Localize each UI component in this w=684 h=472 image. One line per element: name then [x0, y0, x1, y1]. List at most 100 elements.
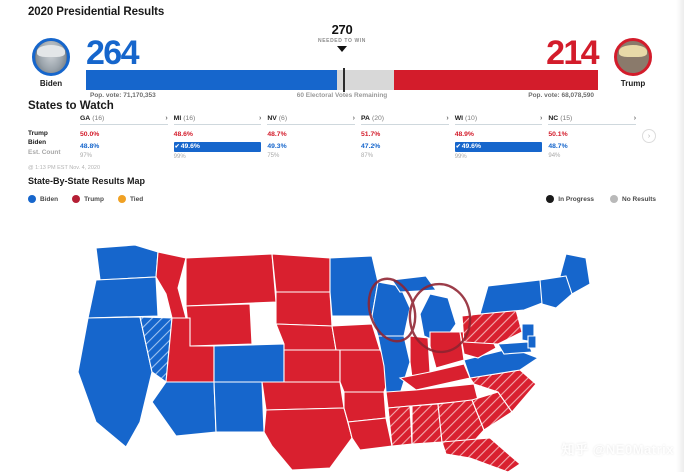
legend-dot-icon [610, 195, 619, 203]
state-biden-pct-value: 49.6% [180, 143, 200, 150]
us-results-map[interactable]: 知乎 @NE0Matrix [0, 232, 684, 472]
biden-popular-vote: Pop. vote: 71,170,353 [90, 92, 156, 99]
chevron-right-icon[interactable]: › [352, 115, 356, 122]
state-newmexico [213, 381, 265, 433]
state-est-count: 94% [548, 153, 561, 159]
threshold-arrow-icon [337, 46, 347, 52]
page-title: 2020 Presidential Results [28, 6, 165, 18]
state-header: PA (20) › [361, 115, 449, 125]
chevron-right-icon[interactable]: › [165, 115, 168, 122]
candidate-biden: Biden [28, 38, 74, 88]
state-washington [95, 244, 159, 281]
map-legend-left: Biden Trump Tied [28, 195, 157, 203]
state-column-pa[interactable]: PA (20) › 51.7% 47.2% 87% [361, 115, 455, 162]
state-biden-row: ✔49.6% [454, 139, 543, 152]
votes-remaining: 60 Electoral Votes Remaining [296, 92, 388, 99]
map-annotations [367, 277, 472, 354]
legend-label: Tied [129, 195, 144, 203]
watermark-logo-icon [547, 444, 559, 455]
state-oregon [87, 276, 159, 319]
legend-label: Trump [84, 195, 104, 203]
state-biden-pct: 48.8% [80, 143, 100, 150]
trump-electoral-votes: 214 [546, 34, 600, 72]
state-maryland [497, 341, 533, 355]
state-biden-row: 47.2% [361, 139, 449, 151]
state-mississippi [387, 405, 413, 447]
chevron-right-icon[interactable]: › [633, 115, 637, 122]
map-states[interactable] [77, 244, 591, 472]
row-label-trump: Trump [28, 130, 48, 137]
state-arkansas [343, 391, 387, 423]
trump-popular-vote: Pop. vote: 68,078,590 [528, 92, 594, 99]
state-trump-pct: 48.9% [454, 131, 474, 138]
trump-name: Trump [620, 79, 646, 88]
state-abbr: NV [267, 115, 277, 122]
map-legend-row: Biden Trump Tied In Progress No Results [28, 191, 656, 203]
watermark: 知乎 @NE0Matrix [547, 439, 674, 458]
legend-item-biden: Biden [28, 195, 58, 203]
us-map-svg[interactable] [0, 232, 684, 472]
bar-threshold-divider [343, 68, 346, 92]
michigan-circle [408, 282, 472, 354]
legend-dot-icon [546, 195, 555, 203]
chevron-right-icon[interactable]: › [540, 115, 543, 122]
biden-electoral-votes: 264 [86, 34, 140, 72]
state-northdakota [271, 253, 331, 293]
legend-item-in-progress: In Progress [546, 195, 594, 203]
state-kentucky [398, 363, 471, 391]
state-column-nv[interactable]: NV (6) › 48.7% 49.3% 75% [267, 115, 361, 162]
state-column-ga[interactable]: GA (16) › 50.0% 48.8% 97% [80, 115, 174, 162]
state-colorado [213, 343, 285, 383]
state-abbr: PA [361, 115, 370, 122]
electoral-bar [86, 68, 598, 92]
state-est-count: 99% [173, 154, 186, 160]
state-trump-pct: 50.1% [548, 131, 568, 138]
states-next-page-button[interactable]: › [642, 129, 656, 143]
state-trump-row: 48.6% [174, 127, 262, 139]
electoral-race: Biden 264 Trump 214 270 NEEDED TO WIN [28, 22, 656, 99]
legend-label: No Results [622, 195, 656, 203]
state-biden-pct-value: 49.6% [461, 143, 481, 150]
legend-label: Biden [40, 195, 59, 203]
legend-dot-icon [117, 195, 126, 203]
legend-item-tied: Tied [117, 195, 144, 203]
state-column-wi[interactable]: WI (10) › 48.9% ✔49.6% 99% [454, 115, 549, 162]
results-panel: 2020 Presidential Results Biden 264 Trum… [0, 0, 684, 203]
state-trump-row: 48.7% [267, 127, 355, 139]
state-electoral-votes: (20) [371, 115, 385, 122]
state-texas [263, 407, 353, 471]
state-montana [185, 253, 277, 307]
legend-dot-icon [72, 195, 81, 203]
state-arizona [151, 381, 217, 437]
biden-bar-segment [86, 70, 338, 90]
state-biden-row: ✔49.6% [173, 139, 262, 152]
row-label-biden: Biden [28, 139, 47, 146]
state-header: NV (6) › [267, 115, 356, 125]
watermark-text: 知乎 @NE0Matrix [561, 442, 674, 457]
state-header: GA (16) › [80, 115, 168, 125]
legend-item-trump: Trump [72, 195, 104, 203]
state-biden-pct: ✔49.6% [173, 142, 262, 152]
state-header: WI (10) › [454, 115, 543, 125]
state-electoral-votes: (16) [183, 115, 196, 122]
state-iowa [331, 323, 381, 351]
trump-bar-segment [394, 70, 598, 90]
states-to-watch-table: Trump Biden Est. Count GA (16) › 50.0% 48.8%… [28, 115, 656, 162]
state-idaho [155, 251, 187, 319]
state-trump-row: 50.1% [548, 127, 636, 139]
state-trump-row: 48.9% [455, 127, 543, 139]
chevron-right-icon[interactable]: › [259, 115, 262, 122]
state-column-mi[interactable]: MI (16) › 48.6% ✔49.6% 99% [173, 115, 268, 162]
state-trump-pct: 50.0% [80, 131, 100, 138]
chevron-right-icon[interactable]: › [446, 115, 449, 122]
state-wyoming [185, 303, 253, 347]
state-column-nc[interactable]: NC (15) › 50.1% 48.7% 94% [548, 115, 642, 162]
states-to-watch-title: States to Watch [28, 100, 114, 112]
state-ohio [429, 331, 465, 369]
state-est-count: 99% [454, 154, 467, 160]
state-trump-pct: 51.7% [361, 131, 381, 138]
state-biden-pct: 47.2% [361, 143, 381, 150]
state-newengland [539, 275, 573, 309]
state-louisiana [347, 417, 393, 451]
